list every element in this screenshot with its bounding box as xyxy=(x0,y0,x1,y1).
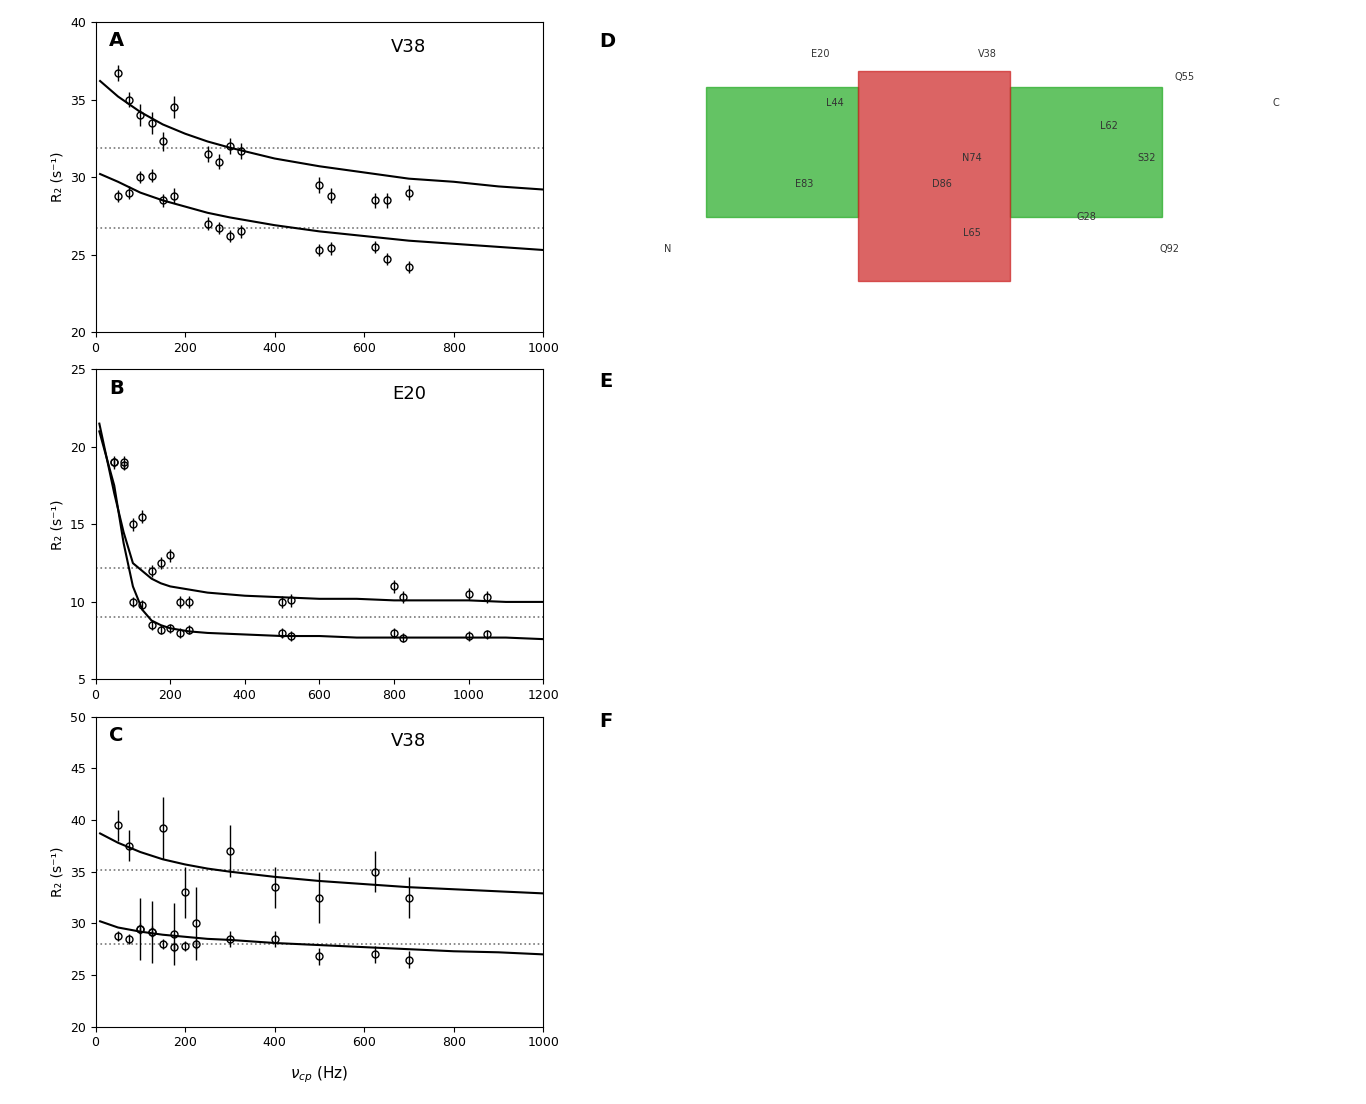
Text: $\nu_{cp}$ (Hz): $\nu_{cp}$ (Hz) xyxy=(290,1064,348,1084)
Text: L44: L44 xyxy=(826,98,844,108)
Text: A: A xyxy=(109,31,124,51)
Text: V38: V38 xyxy=(391,38,426,55)
Text: V38: V38 xyxy=(978,50,997,60)
Text: B: B xyxy=(109,379,124,397)
Text: L65: L65 xyxy=(963,227,981,237)
Y-axis label: R₂ (s⁻¹): R₂ (s⁻¹) xyxy=(51,499,64,550)
Text: F: F xyxy=(600,712,612,731)
Text: V38: V38 xyxy=(391,732,426,750)
Text: E20: E20 xyxy=(392,385,426,403)
Text: Q55: Q55 xyxy=(1175,72,1195,82)
Text: E83: E83 xyxy=(795,179,814,189)
Text: L62: L62 xyxy=(1100,120,1117,130)
Text: G28: G28 xyxy=(1076,212,1096,222)
Text: D86: D86 xyxy=(932,179,952,189)
Text: C: C xyxy=(109,726,123,745)
Text: S32: S32 xyxy=(1138,153,1156,163)
Text: N: N xyxy=(664,244,671,254)
Polygon shape xyxy=(1009,87,1162,216)
Text: E: E xyxy=(600,372,612,391)
Text: Q92: Q92 xyxy=(1160,244,1180,254)
Text: N74: N74 xyxy=(962,153,982,163)
Text: C: C xyxy=(1273,98,1280,108)
Text: E20: E20 xyxy=(810,50,829,60)
Polygon shape xyxy=(858,71,1009,282)
Text: D: D xyxy=(600,32,615,51)
Polygon shape xyxy=(706,87,858,216)
Y-axis label: R₂ (s⁻¹): R₂ (s⁻¹) xyxy=(51,847,64,896)
Y-axis label: R₂ (s⁻¹): R₂ (s⁻¹) xyxy=(51,152,64,202)
